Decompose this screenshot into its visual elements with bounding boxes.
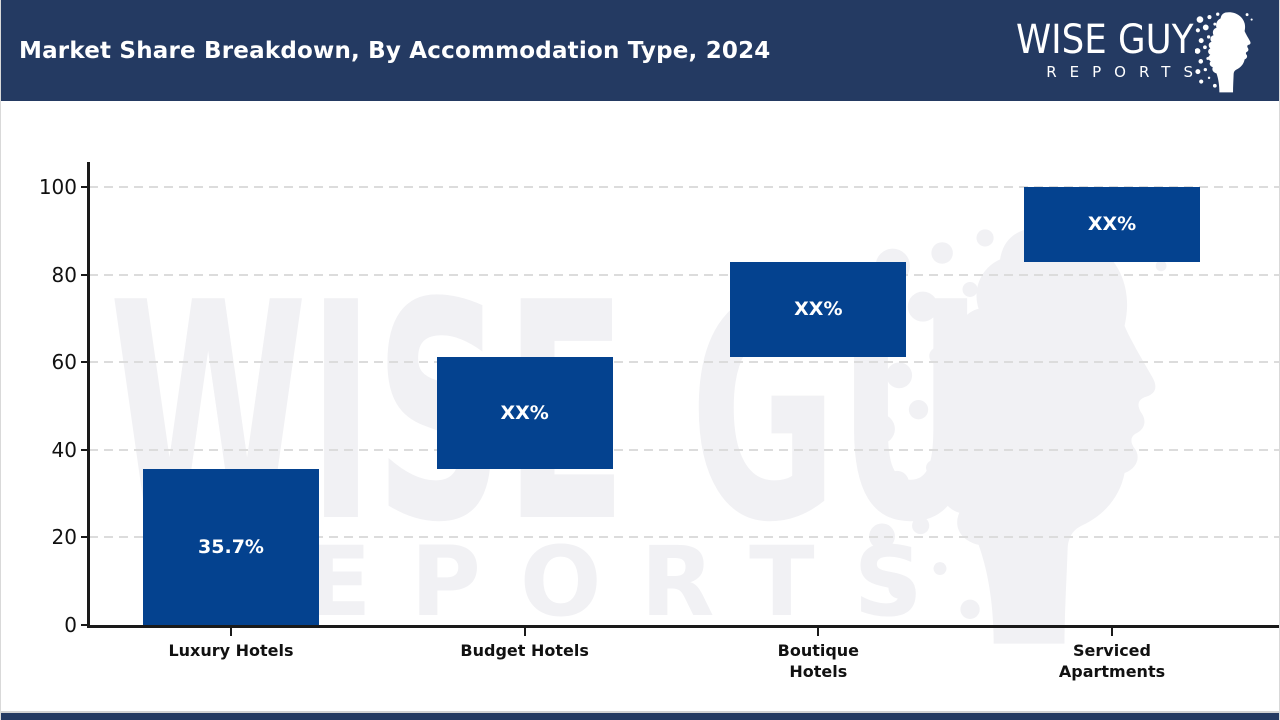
y-axis-tick (81, 448, 89, 451)
logo-wordmark: WISE GUY (1015, 17, 1193, 63)
y-axis-tick (81, 536, 89, 539)
y-axis-tick-label: 100 (38, 175, 77, 199)
y-axis-tick (81, 624, 89, 626)
y-axis-tick (81, 273, 89, 276)
y-axis-line (87, 162, 90, 628)
bar-value-label: XX% (794, 298, 843, 321)
gridline (89, 536, 1279, 539)
bar-segment (730, 261, 907, 357)
x-axis-line (87, 625, 1279, 628)
bar-segment (1024, 187, 1200, 262)
y-axis-tick (81, 361, 89, 364)
y-axis-tick-label: 0 (64, 613, 77, 637)
gridline (89, 273, 1279, 276)
gridline (89, 448, 1279, 451)
x-axis-category-label: Budget Hotels (460, 641, 589, 660)
x-axis-tick (1111, 628, 1113, 636)
page-title: Market Share Breakdown, By Accommodation… (19, 37, 771, 64)
logo-subtitle: REPORTS (1046, 63, 1206, 81)
brand-logo: WISE GUY REPORTS (994, 9, 1257, 93)
y-axis-tick-label: 40 (51, 437, 77, 462)
bar-value-label: XX% (1087, 213, 1137, 236)
bar-value-label: 35.7% (198, 535, 264, 558)
y-axis-tick (81, 186, 89, 188)
footer-bar (1, 711, 1279, 720)
bar-segment (143, 468, 319, 625)
x-axis-category-label: Luxury Hotels (168, 641, 294, 660)
y-axis-tick-label: 20 (51, 525, 77, 550)
x-axis-tick (230, 628, 232, 636)
bar-segment (436, 356, 613, 469)
header: Market Share Breakdown, By Accommodation… (1, 0, 1279, 101)
x-axis-category-label: Serviced Apartments (1058, 641, 1166, 681)
gridline (89, 186, 1279, 188)
x-axis-tick (817, 628, 820, 636)
gridline (89, 361, 1279, 364)
x-axis-tick (523, 628, 526, 636)
x-axis-category-label: Boutique Hotels (777, 641, 860, 681)
logo-face-icon (1195, 11, 1253, 92)
y-axis-tick-label: 80 (51, 262, 77, 287)
y-axis-tick-label: 60 (51, 350, 77, 375)
bar-value-label: XX% (500, 401, 549, 424)
